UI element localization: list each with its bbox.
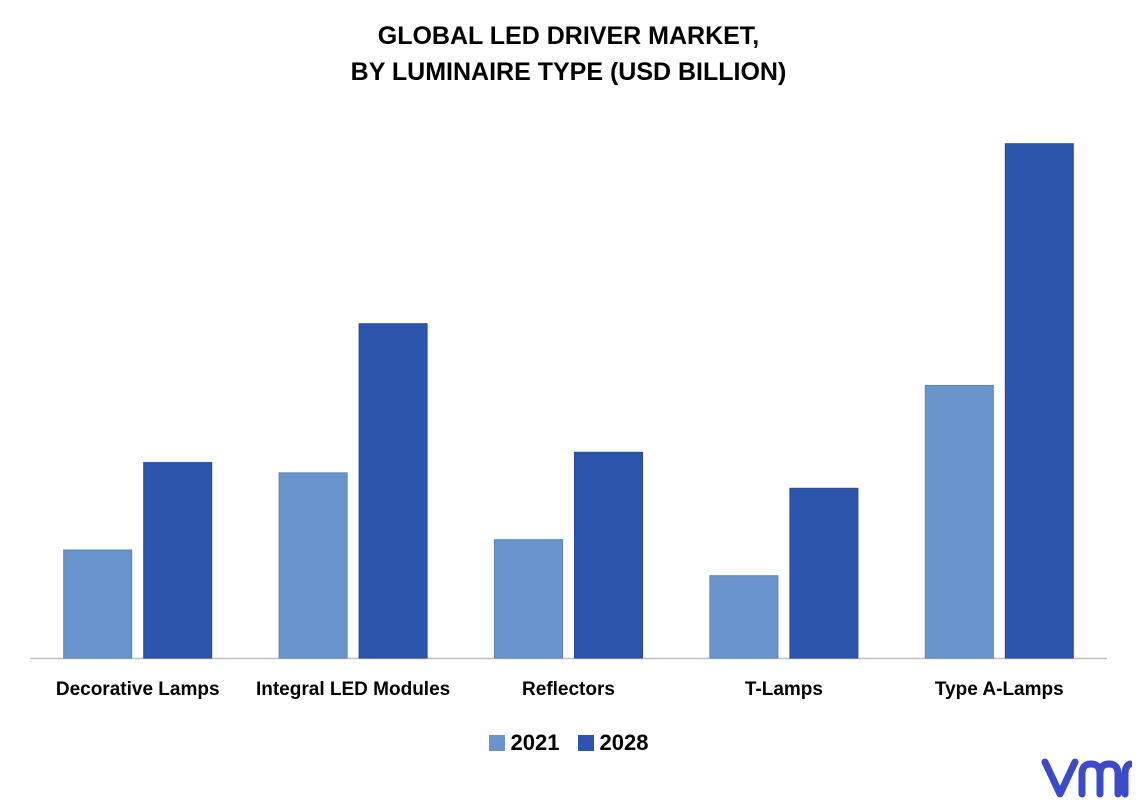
legend-swatch-2028 (577, 735, 594, 751)
legend-swatch-2021 (488, 735, 505, 751)
x-tick-label: Integral LED Modules (256, 679, 450, 700)
bar-2021-type-a-lamps (924, 384, 994, 659)
legend-label-2028: 2028 (599, 730, 649, 755)
legend-item-2021: 2021 (488, 730, 560, 756)
legend-label-2021: 2021 (510, 730, 560, 755)
bar-2028-integral-led-modules (358, 323, 428, 659)
chart-title-line1: GLOBAL LED DRIVER MARKET, (377, 22, 760, 50)
bar-2021-t-lamps (709, 575, 779, 659)
x-tick-label: Type A-Lamps (935, 679, 1064, 700)
bar-2028-type-a-lamps (1004, 143, 1074, 659)
x-tick-label: T-Lamps (745, 679, 823, 700)
bar-2021-integral-led-modules (278, 472, 348, 659)
bar-2021-reflectors (494, 539, 563, 659)
chart-title-line2: BY LUMINAIRE TYPE (USD BILLION) (350, 58, 787, 86)
bar-2028-reflectors (574, 451, 643, 659)
bar-2028-t-lamps (789, 487, 859, 659)
vmr-logo-icon (1041, 758, 1132, 798)
legend-item-2028: 2028 (577, 730, 649, 756)
bar-2028-decorative-lamps (143, 462, 213, 659)
bar-2021-decorative-lamps (63, 549, 133, 659)
chart-legend: 2021 2028 (0, 730, 1137, 756)
chart-title: GLOBAL LED DRIVER MARKET, BY LUMINAIRE T… (0, 18, 1137, 90)
x-tick-label: Reflectors (522, 679, 615, 700)
x-tick-label: Decorative Lamps (56, 679, 220, 700)
